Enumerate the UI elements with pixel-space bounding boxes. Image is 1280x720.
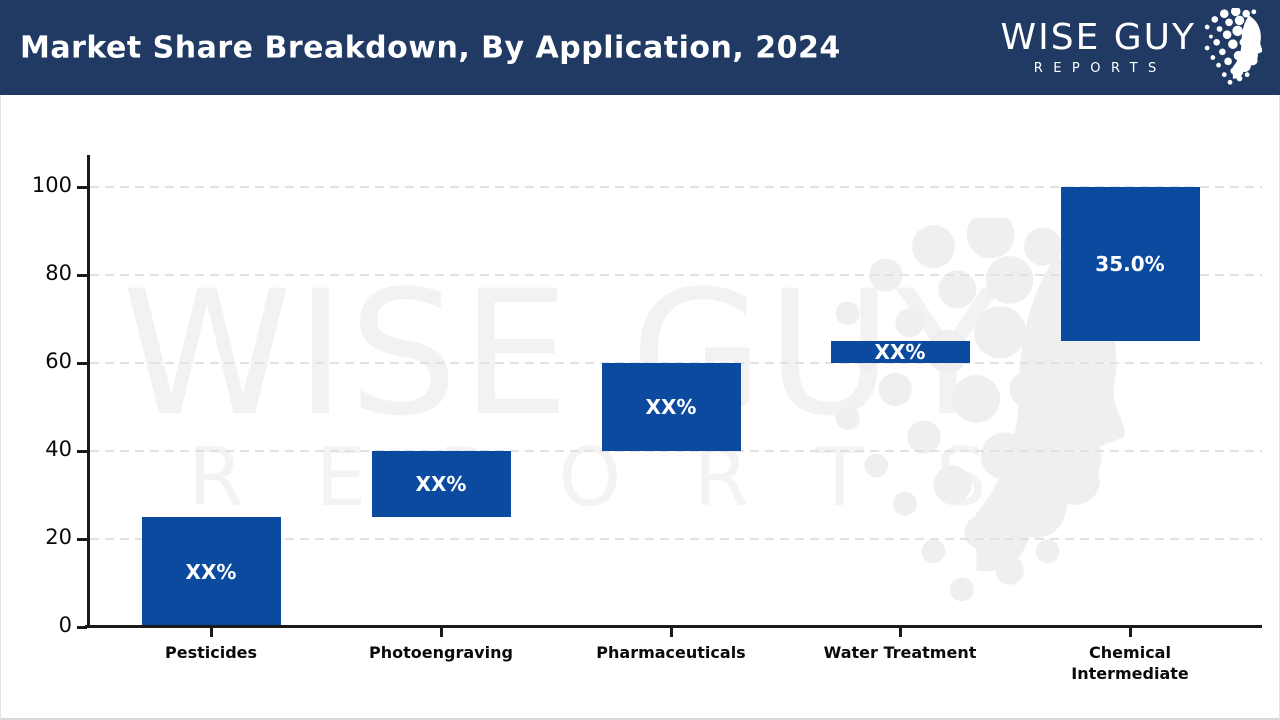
page-bottom-border xyxy=(0,718,1280,720)
gridline-40 xyxy=(90,450,1262,452)
bar-value-label-chemical-intermediate: 35.0% xyxy=(1095,252,1165,276)
x-category-label-water-treatment: Water Treatment xyxy=(823,643,977,662)
y-tick-label-20: 20 xyxy=(45,525,72,549)
x-category-label-pesticides: Pesticides xyxy=(164,643,258,662)
y-tick-mark-0 xyxy=(77,625,87,629)
x-category-label-pharmaceuticals: Pharmaceuticals xyxy=(596,643,746,662)
header: Market Share Breakdown, By Application, … xyxy=(0,0,1280,95)
x-category-label-photoengraving: Photoengraving xyxy=(369,643,513,662)
x-tick-mark-photoengraving xyxy=(439,628,443,637)
bar-pesticides: XX% xyxy=(141,517,281,627)
bar-value-label-water-treatment: XX% xyxy=(874,340,926,364)
wiseguy-logo: WISE GUY REPORTS xyxy=(1000,8,1262,88)
y-tick-mark-40 xyxy=(77,449,87,453)
x-category-label-chemical-intermediate: Chemical Intermediate xyxy=(1071,643,1189,683)
y-tick-label-80: 80 xyxy=(45,261,72,285)
bar-chemical-intermediate: 35.0% xyxy=(1060,187,1200,341)
bar-value-label-pharmaceuticals: XX% xyxy=(645,395,697,419)
wiseguy-logo-primary: WISE GUY xyxy=(1000,17,1196,58)
wiseguy-logo-secondary: REPORTS xyxy=(1033,61,1167,76)
x-tick-mark-pharmaceuticals xyxy=(669,628,673,637)
bar-water-treatment: XX% xyxy=(830,340,970,364)
gridline-20 xyxy=(90,538,1262,540)
y-tick-label-60: 60 xyxy=(45,349,72,373)
y-tick-label-40: 40 xyxy=(45,437,72,461)
bar-value-label-pesticides: XX% xyxy=(185,560,237,584)
x-axis-line xyxy=(85,625,1262,628)
x-tick-mark-chemical-intermediate xyxy=(1128,628,1132,637)
x-tick-mark-pesticides xyxy=(209,628,213,637)
page-title: Market Share Breakdown, By Application, … xyxy=(20,30,841,65)
x-tick-mark-water-treatment xyxy=(898,628,902,637)
gridline-80 xyxy=(90,274,1262,276)
gridline-100 xyxy=(90,186,1262,188)
y-tick-mark-20 xyxy=(77,537,87,541)
bar-value-label-photoengraving: XX% xyxy=(415,472,467,496)
y-tick-label-0: 0 xyxy=(58,613,72,637)
wiseguy-logo-text: WISE GUY REPORTS xyxy=(1000,17,1197,77)
y-tick-mark-100 xyxy=(77,185,87,189)
y-tick-mark-80 xyxy=(77,273,87,277)
y-tick-mark-60 xyxy=(77,361,87,365)
y-tick-label-100: 100 xyxy=(31,173,72,197)
page-left-border xyxy=(0,95,1,720)
y-axis-line xyxy=(87,155,90,628)
bar-pharmaceuticals: XX% xyxy=(601,363,741,451)
wiseguy-head-icon xyxy=(1204,8,1262,85)
bar-photoengraving: XX% xyxy=(371,451,511,517)
